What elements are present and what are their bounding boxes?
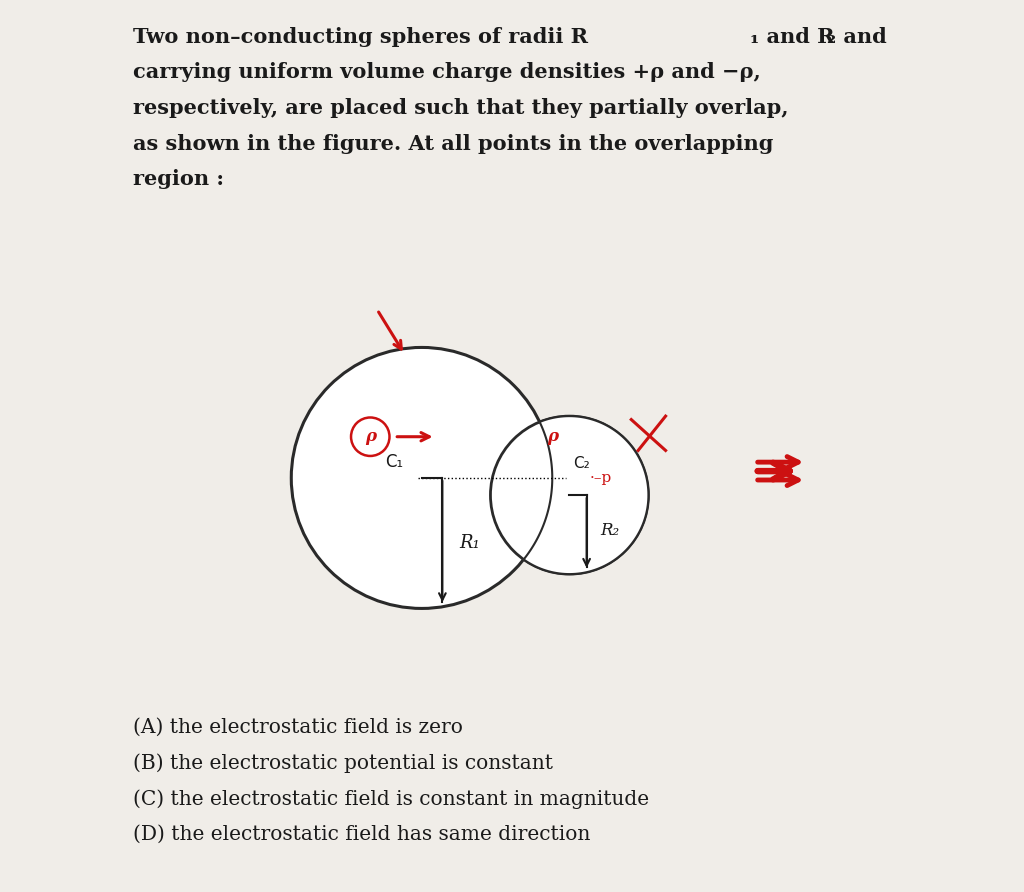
Text: (C) the electrostatic field is constant in magnitude: (C) the electrostatic field is constant … xyxy=(133,789,649,809)
Text: R₂: R₂ xyxy=(600,522,620,539)
Text: (D) the electrostatic field has same direction: (D) the electrostatic field has same dir… xyxy=(133,825,591,844)
Polygon shape xyxy=(523,417,648,574)
Text: ₁ and R: ₁ and R xyxy=(750,27,835,46)
Text: Two non–conducting spheres of radii R: Two non–conducting spheres of radii R xyxy=(133,27,588,46)
Text: C₂: C₂ xyxy=(572,456,590,471)
Text: ρ: ρ xyxy=(365,428,376,445)
Text: (B) the electrostatic potential is constant: (B) the electrostatic potential is const… xyxy=(133,754,553,773)
Text: as shown in the figure. At all points in the overlapping: as shown in the figure. At all points in… xyxy=(133,134,773,153)
Text: ₂ and: ₂ and xyxy=(827,27,887,46)
Text: region :: region : xyxy=(133,169,224,189)
Text: respectively, are placed such that they partially overlap,: respectively, are placed such that they … xyxy=(133,98,788,118)
Circle shape xyxy=(291,347,552,608)
Text: ρ: ρ xyxy=(547,428,558,445)
Text: carrying uniform volume charge densities +ρ and −ρ,: carrying uniform volume charge densities… xyxy=(133,62,761,82)
Text: C₁: C₁ xyxy=(385,453,403,471)
Text: R₁: R₁ xyxy=(460,534,480,552)
Text: (A) the electrostatic field is zero: (A) the electrostatic field is zero xyxy=(133,718,463,737)
Text: ·–p: ·–p xyxy=(589,471,611,485)
Circle shape xyxy=(490,416,648,574)
